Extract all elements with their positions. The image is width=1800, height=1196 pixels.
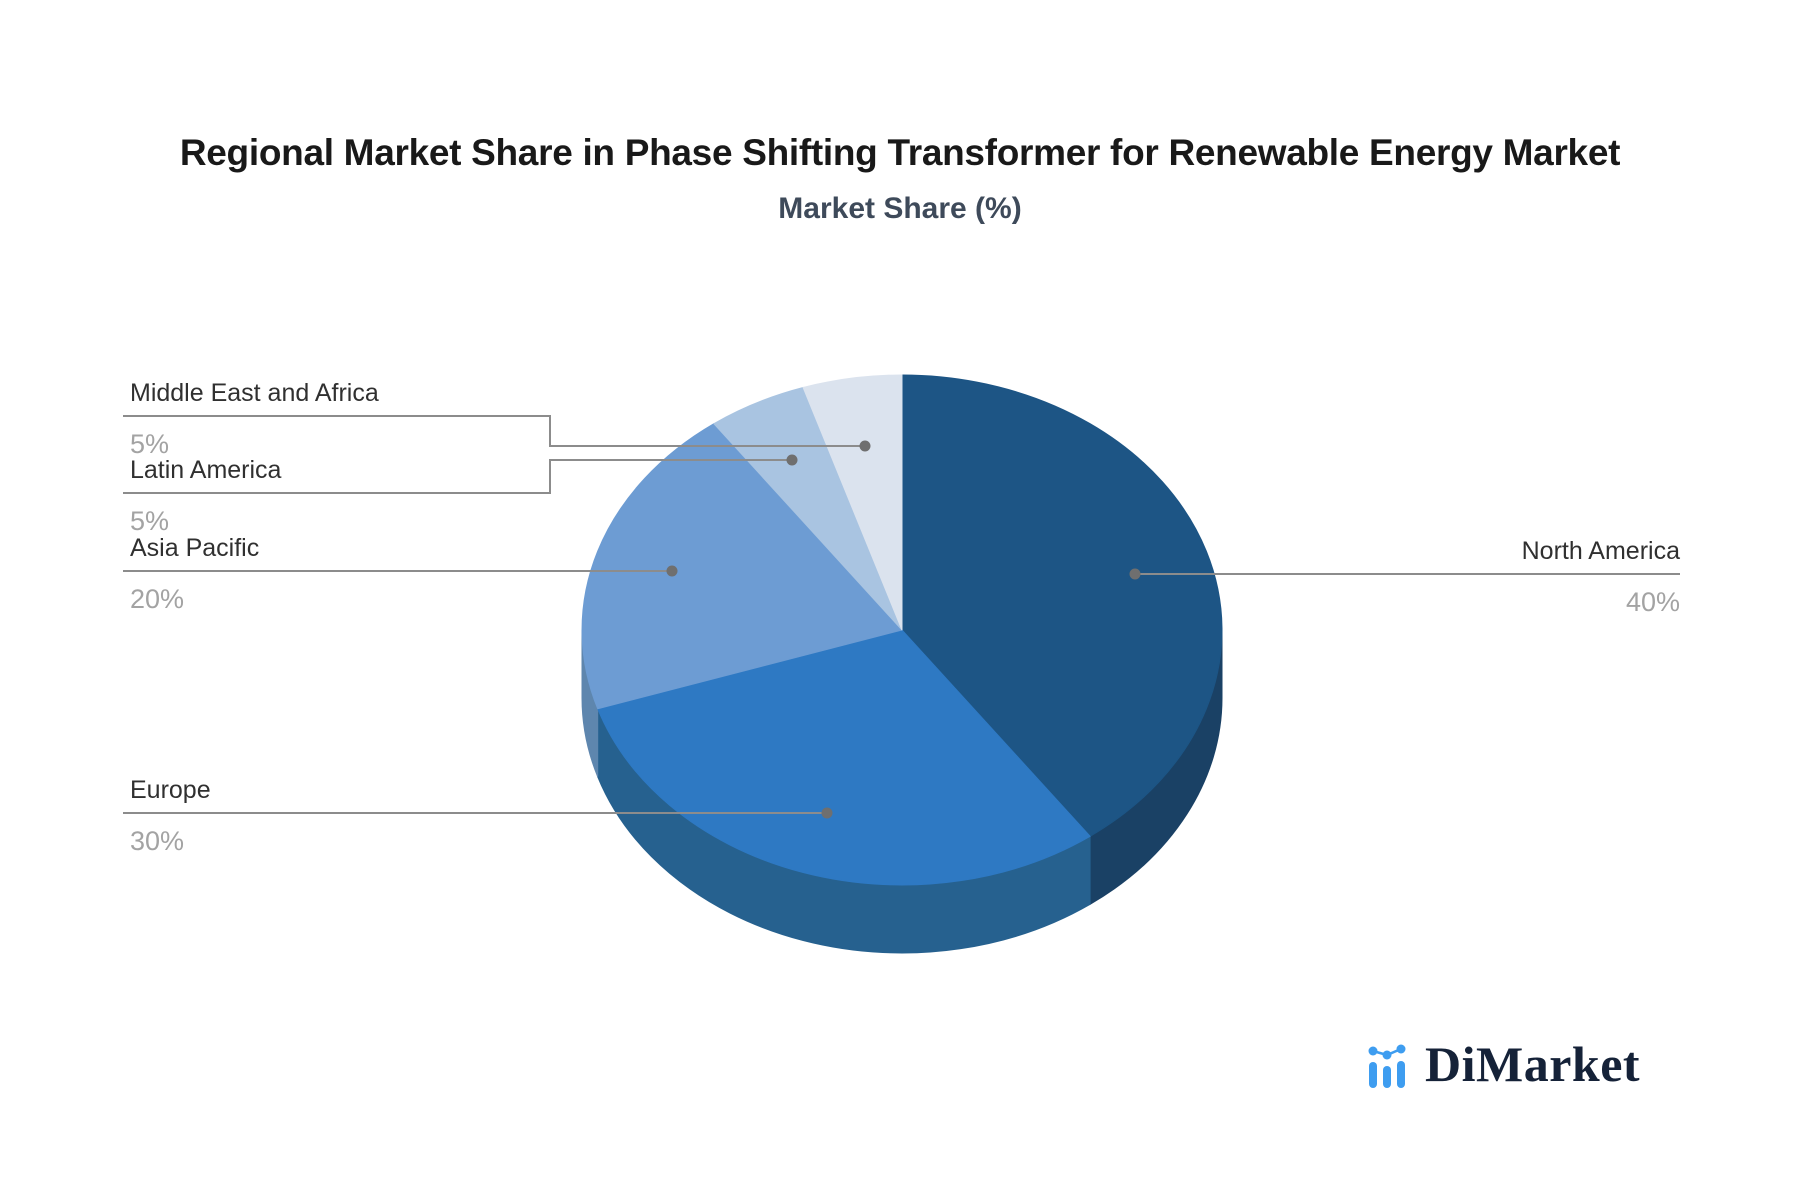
chart-title: Regional Market Share in Phase Shifting … bbox=[179, 132, 1621, 173]
dimarket-logo: DiMarket bbox=[1363, 1036, 1640, 1092]
callout-north-america: North America 40% bbox=[1522, 536, 1680, 618]
callout-dot-latin-america bbox=[786, 454, 798, 466]
slice-label: Asia Pacific bbox=[130, 534, 260, 562]
slice-value: 30% bbox=[130, 826, 185, 856]
callout-asia-pacific: Asia Pacific 20% bbox=[130, 533, 259, 615]
slice-value: 5% bbox=[130, 429, 170, 459]
slice-label: Middle East and Africa bbox=[130, 379, 379, 407]
callout-dot-north-america bbox=[1129, 568, 1141, 580]
pie-slice-middle-east-and-africa[interactable] bbox=[802, 374, 903, 631]
callout-europe: Europe 30% bbox=[130, 775, 211, 857]
callout-dot-asia-pacific bbox=[666, 565, 678, 577]
slice-label: Latin America bbox=[130, 456, 282, 484]
callout-latin-america: Latin America 5% bbox=[130, 455, 281, 537]
callout-middle-east-and-africa: Middle East and Africa 5% bbox=[130, 378, 379, 460]
bar-line-chart-icon bbox=[1368, 1044, 1406, 1088]
slice-label: Europe bbox=[130, 776, 211, 804]
slice-value: 5% bbox=[130, 506, 170, 536]
callout-line-latin-america bbox=[123, 459, 792, 494]
pie-slice-europe[interactable] bbox=[597, 629, 1091, 886]
dimarket-logo-text: DiMarket bbox=[1425, 1036, 1641, 1092]
slice-value: 40% bbox=[1625, 587, 1680, 617]
pie-slice-asia-pacific[interactable] bbox=[581, 423, 903, 710]
callout-dot-europe bbox=[821, 807, 833, 819]
slice-label: North America bbox=[1521, 537, 1680, 565]
pie-slice-north-america[interactable] bbox=[901, 374, 1223, 837]
callout-dot-middle-east-and-africa bbox=[859, 440, 871, 452]
slice-value: 20% bbox=[130, 584, 185, 614]
chart-subtitle: Market Share (%) bbox=[778, 192, 1022, 225]
callout-line-middle-east-and-africa bbox=[123, 415, 865, 447]
